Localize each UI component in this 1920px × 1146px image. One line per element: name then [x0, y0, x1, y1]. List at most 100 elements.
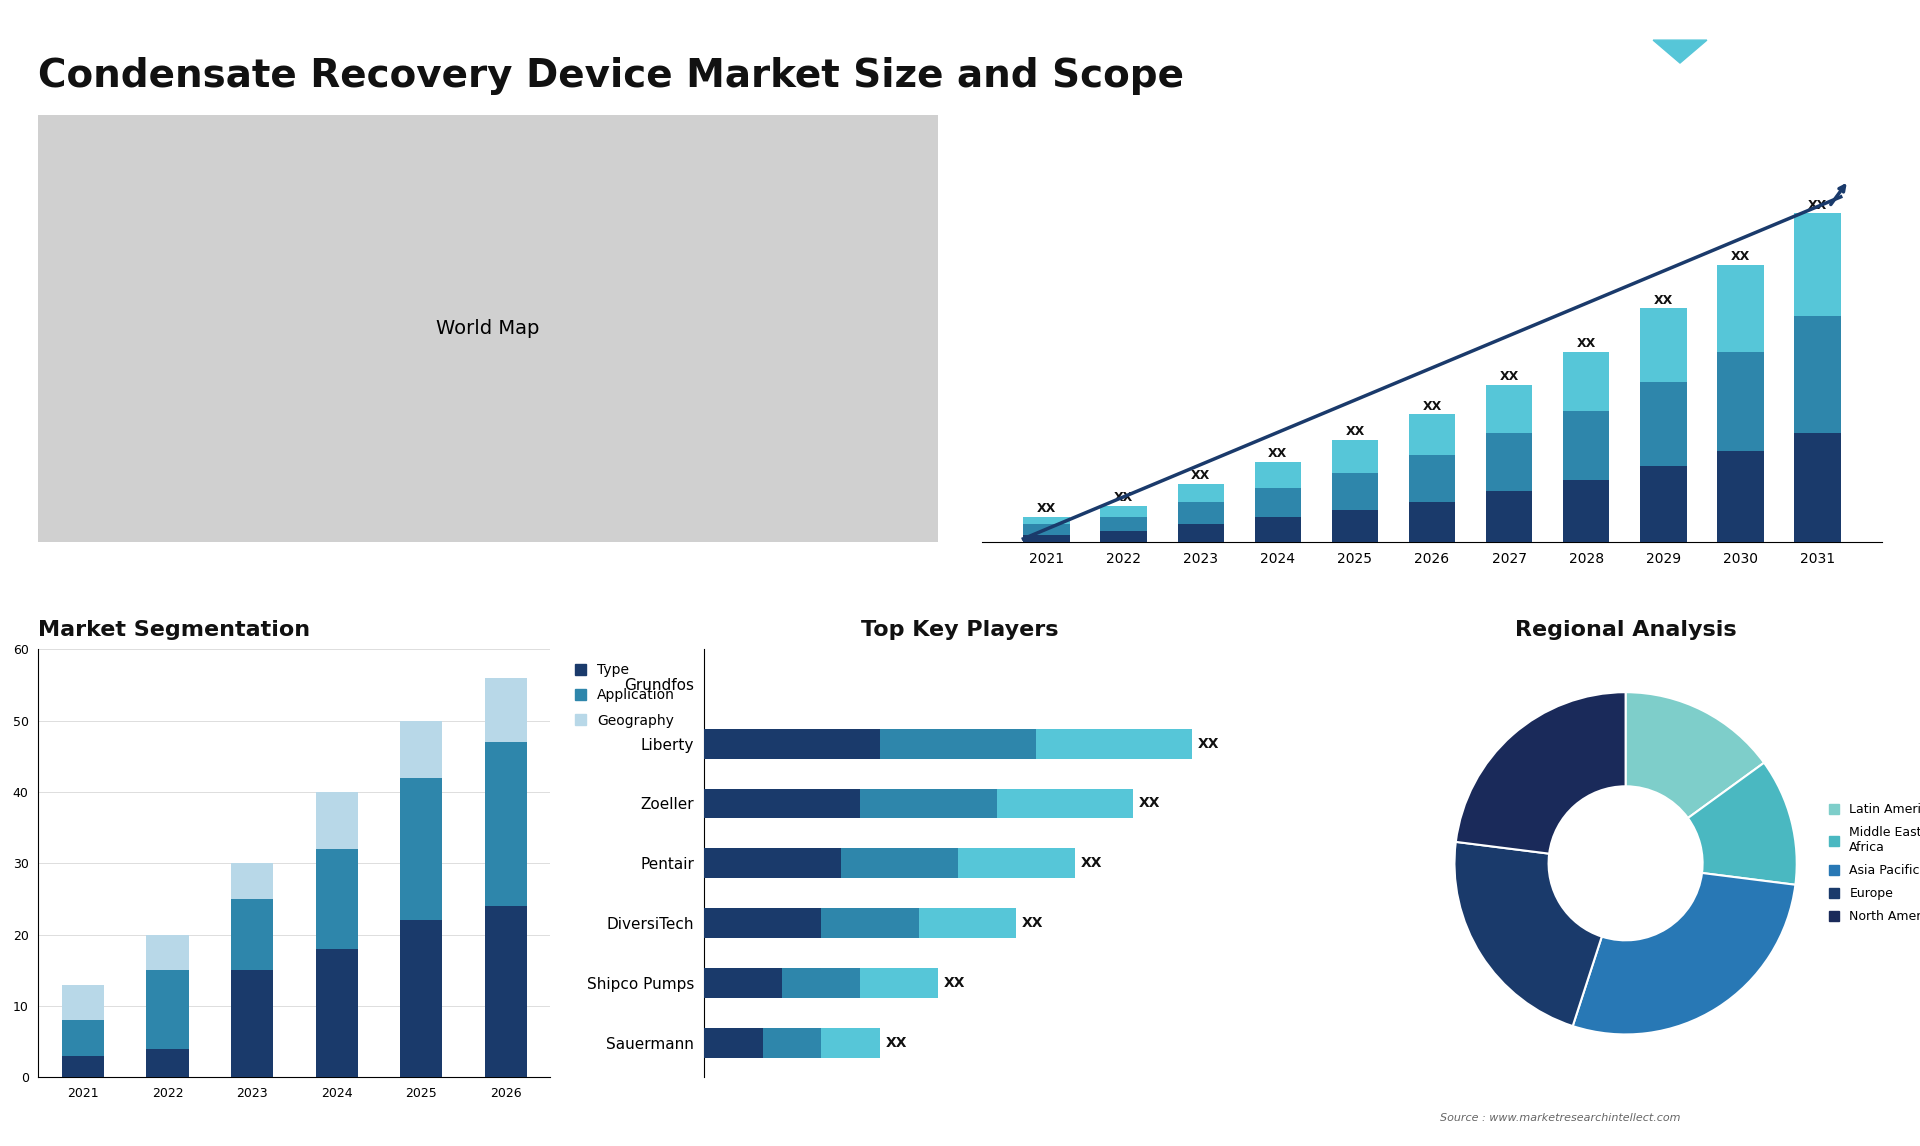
Bar [399, 778, 442, 920]
Bar [1254, 517, 1302, 542]
Text: XX: XX [1730, 250, 1751, 262]
Bar [762, 1028, 822, 1058]
Polygon shape [1653, 40, 1707, 63]
Bar [705, 1028, 762, 1058]
Bar [1409, 415, 1455, 455]
Bar [1100, 505, 1146, 517]
Bar [1100, 532, 1146, 542]
Text: XX: XX [1576, 337, 1596, 351]
Bar [1486, 433, 1532, 492]
Wedge shape [1688, 763, 1797, 885]
Text: XX: XX [1139, 796, 1160, 810]
Bar [705, 729, 879, 759]
Bar [1023, 517, 1069, 524]
Bar [486, 743, 528, 906]
Bar [61, 1055, 104, 1077]
Bar [705, 908, 822, 939]
Bar [860, 968, 939, 998]
Bar [1023, 524, 1069, 535]
Bar [1023, 535, 1069, 542]
Legend: Type, Application, Geography: Type, Application, Geography [568, 657, 682, 735]
Bar [230, 971, 273, 1077]
Bar [1563, 410, 1609, 480]
Text: XX: XX [1114, 490, 1133, 504]
Title: Top Key Players: Top Key Players [862, 620, 1058, 639]
Bar [1640, 465, 1686, 542]
Bar [822, 908, 918, 939]
Bar [146, 935, 188, 971]
Bar [61, 984, 104, 1020]
Wedge shape [1626, 692, 1764, 818]
Text: XX: XX [1081, 856, 1102, 870]
Bar [315, 792, 357, 849]
Bar [1332, 473, 1379, 510]
Bar [1640, 308, 1686, 382]
Text: World Map: World Map [436, 319, 540, 338]
Text: INTELLECT: INTELLECT [1718, 104, 1776, 113]
Bar [399, 920, 442, 1077]
Bar [1795, 433, 1841, 542]
Bar [146, 1049, 188, 1077]
Bar [705, 848, 841, 878]
Bar [1177, 484, 1223, 502]
Bar [1486, 492, 1532, 542]
Bar [315, 949, 357, 1077]
Bar [1716, 265, 1764, 352]
Text: XX: XX [1198, 737, 1219, 751]
Wedge shape [1572, 873, 1795, 1035]
Bar [399, 721, 442, 778]
Bar [1332, 440, 1379, 473]
Text: XX: XX [945, 976, 966, 990]
Bar [705, 968, 781, 998]
Bar [230, 898, 273, 971]
Text: Market Segmentation: Market Segmentation [38, 620, 311, 639]
Text: XX: XX [1809, 198, 1828, 212]
Bar [486, 678, 528, 743]
Bar [1640, 382, 1686, 465]
Bar [1563, 352, 1609, 410]
Bar [781, 968, 860, 998]
Title: Regional Analysis: Regional Analysis [1515, 620, 1736, 639]
Bar [996, 788, 1133, 818]
Text: Condensate Recovery Device Market Size and Scope: Condensate Recovery Device Market Size a… [38, 57, 1185, 95]
Bar [918, 908, 1016, 939]
Bar [146, 971, 188, 1049]
Bar [1035, 729, 1192, 759]
Bar [1409, 455, 1455, 502]
Bar [1332, 510, 1379, 542]
Text: Source : www.marketresearchintellect.com: Source : www.marketresearchintellect.com [1440, 1113, 1680, 1123]
Bar [61, 1020, 104, 1055]
Bar [841, 848, 958, 878]
Text: XX: XX [1423, 400, 1442, 413]
Circle shape [1549, 786, 1703, 941]
Bar [1716, 452, 1764, 542]
Bar [1177, 524, 1223, 542]
Bar [315, 849, 357, 949]
Bar [860, 788, 996, 818]
Bar [1486, 385, 1532, 433]
Bar [879, 729, 1035, 759]
Bar [1795, 315, 1841, 433]
Text: XX: XX [1021, 916, 1043, 931]
Wedge shape [1455, 692, 1626, 854]
Bar [1254, 487, 1302, 517]
Bar [1795, 213, 1841, 315]
Bar [1716, 352, 1764, 452]
Bar [958, 848, 1075, 878]
Bar [486, 906, 528, 1077]
Text: XX: XX [1269, 447, 1288, 461]
Wedge shape [1455, 842, 1601, 1026]
Text: XX: XX [885, 1036, 906, 1050]
Bar [230, 863, 273, 898]
Text: XX: XX [1190, 469, 1210, 482]
Bar [1177, 502, 1223, 524]
Bar [822, 1028, 879, 1058]
Legend: Latin America, Middle East &
Africa, Asia Pacific, Europe, North America: Latin America, Middle East & Africa, Asi… [1824, 799, 1920, 928]
Text: XX: XX [1037, 502, 1056, 515]
Text: XX: XX [1346, 425, 1365, 438]
Bar [1409, 502, 1455, 542]
Text: RESEARCH: RESEARCH [1718, 81, 1776, 91]
Bar [705, 788, 860, 818]
Text: MARKET: MARKET [1724, 58, 1770, 68]
Bar [1100, 517, 1146, 532]
